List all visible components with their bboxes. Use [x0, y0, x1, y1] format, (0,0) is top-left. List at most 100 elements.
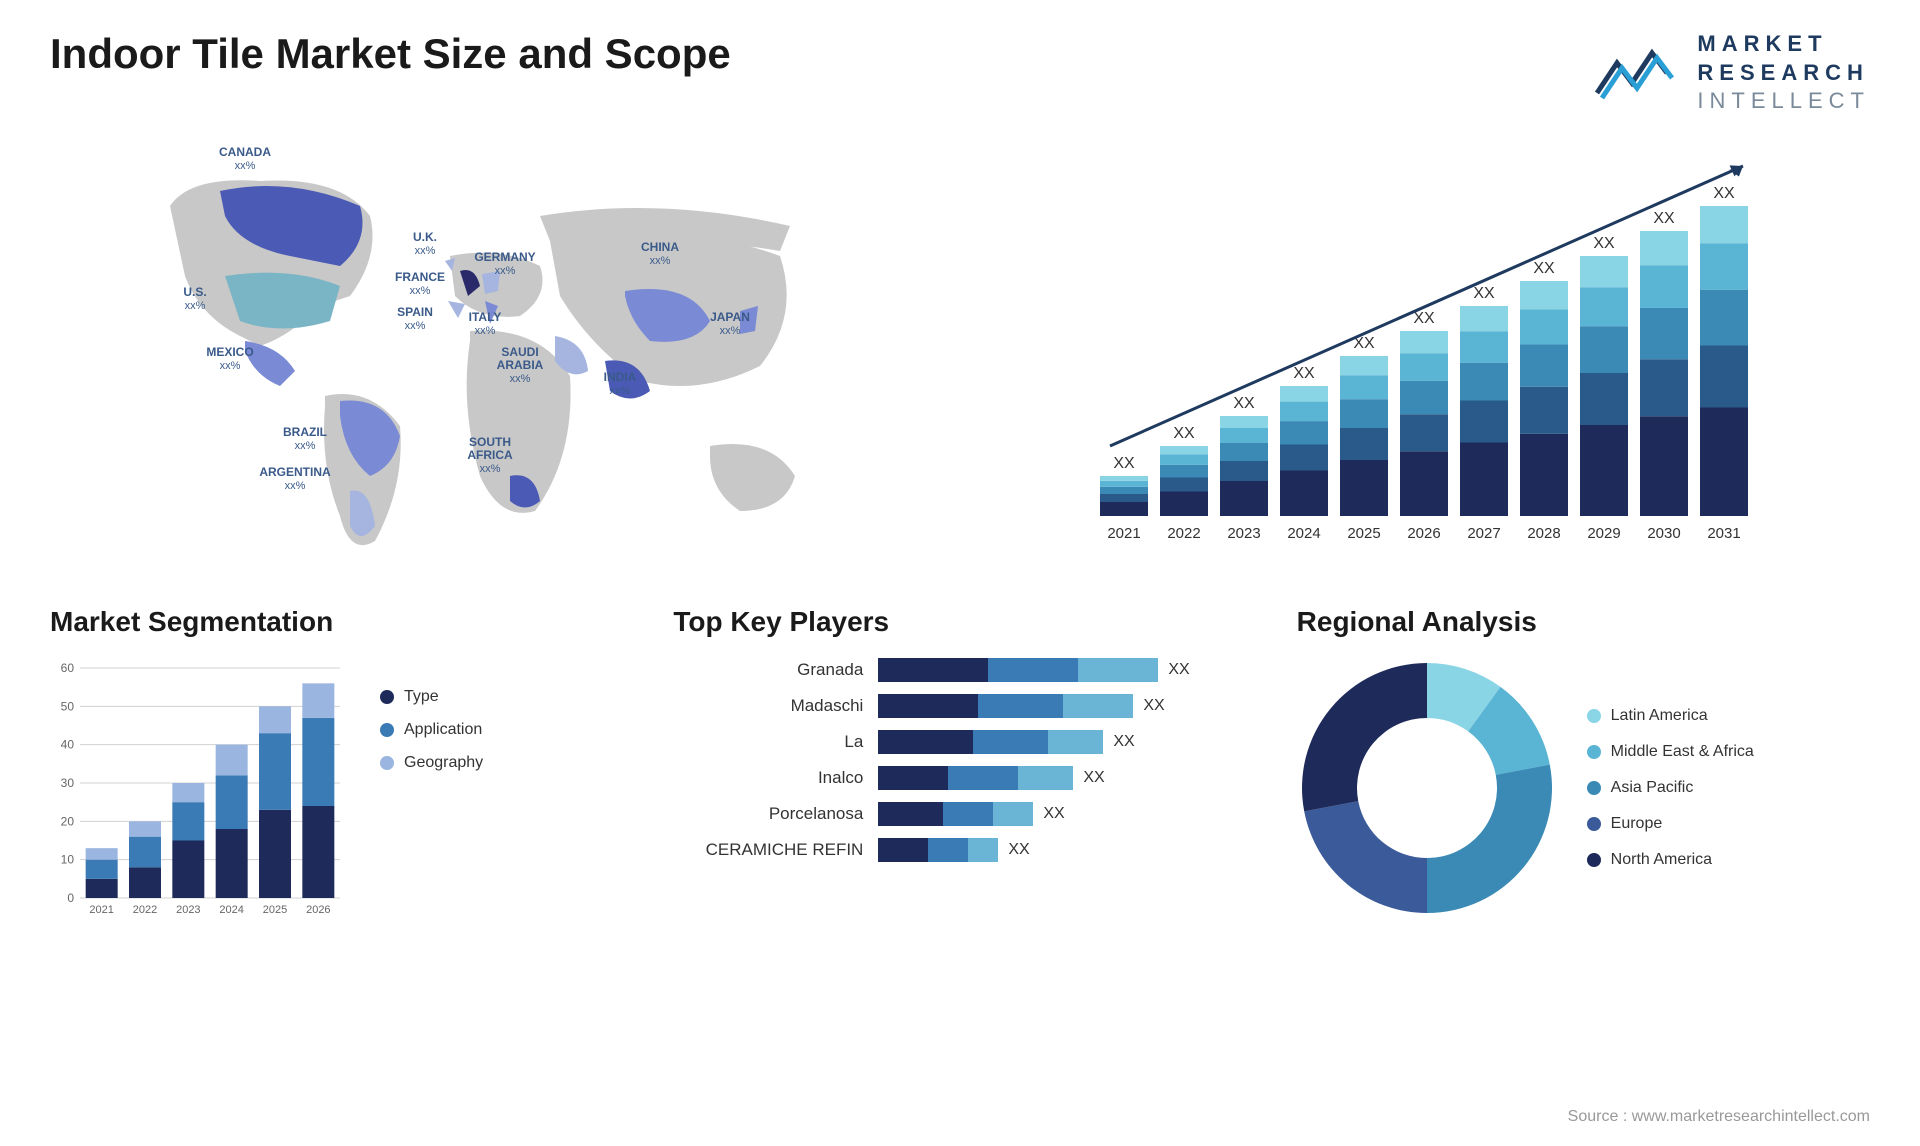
svg-text:2031: 2031 — [1707, 525, 1740, 542]
legend-dot — [380, 690, 394, 704]
svg-text:10: 10 — [61, 852, 75, 866]
regional-legend: Latin America Middle East & Africa Asia Pa… — [1587, 707, 1754, 869]
brand-logo: MARKET RESEARCH INTELLECT — [1592, 30, 1870, 116]
svg-text:60: 60 — [61, 661, 75, 675]
svg-text:2029: 2029 — [1587, 525, 1620, 542]
legend-label: Geography — [404, 754, 483, 772]
player-value: XX — [1168, 661, 1189, 679]
player-row: MadaschiXX — [673, 694, 1246, 718]
player-bar — [878, 802, 1033, 826]
svg-text:2021: 2021 — [1107, 525, 1140, 542]
legend-dot — [1587, 745, 1601, 759]
player-bar — [878, 838, 998, 862]
players-title: Top Key Players — [673, 606, 1246, 638]
svg-text:CANADA: CANADA — [219, 146, 271, 159]
svg-text:XX: XX — [1113, 455, 1135, 472]
player-row: Porcelanosa XX — [673, 802, 1246, 826]
svg-text:xx%: xx% — [220, 360, 241, 372]
regional-title: Regional Analysis — [1297, 606, 1870, 638]
segmentation-section: Market Segmentation 01020304050602021202… — [50, 606, 623, 918]
segmentation-legend-item: Geography — [380, 754, 483, 772]
svg-text:XX: XX — [1593, 235, 1615, 252]
regional-donut-chart — [1297, 658, 1557, 918]
svg-text:30: 30 — [61, 776, 75, 790]
logo-icon — [1592, 43, 1682, 103]
player-name: Porcelanosa — [673, 804, 863, 824]
regional-legend-item: Asia Pacific — [1587, 779, 1754, 797]
svg-text:XX: XX — [1233, 395, 1255, 412]
legend-label: Latin America — [1611, 707, 1708, 725]
player-name: Granada — [673, 660, 863, 680]
svg-text:xx%: xx% — [285, 480, 306, 492]
svg-text:CHINA: CHINA — [641, 240, 679, 254]
legend-label: Middle East & Africa — [1611, 743, 1754, 761]
player-name: CERAMICHE REFIN — [673, 840, 863, 860]
svg-text:xx%: xx% — [510, 373, 531, 385]
logo-line3: INTELLECT — [1697, 87, 1870, 116]
svg-text:FRANCE: FRANCE — [395, 270, 445, 284]
logo-line1: MARKET — [1697, 30, 1870, 59]
player-bar — [878, 730, 1103, 754]
legend-dot — [380, 756, 394, 770]
svg-text:U.K.: U.K. — [413, 230, 437, 244]
svg-text:50: 50 — [61, 699, 75, 713]
svg-text:2023: 2023 — [1227, 525, 1260, 542]
svg-text:xx%: xx% — [650, 255, 671, 267]
svg-text:XX: XX — [1653, 210, 1675, 227]
world-map: CANADAxx%U.S.xx%MEXICOxx%BRAZILxx%ARGENT… — [50, 146, 930, 566]
svg-text:ITALY: ITALY — [469, 310, 502, 324]
svg-text:2024: 2024 — [219, 904, 243, 916]
legend-dot — [1587, 853, 1601, 867]
regional-legend-item: Europe — [1587, 815, 1754, 833]
player-value: XX — [1043, 805, 1064, 823]
legend-dot — [1587, 781, 1601, 795]
logo-line2: RESEARCH — [1697, 59, 1870, 88]
svg-text:2021: 2021 — [89, 904, 113, 916]
svg-text:XX: XX — [1473, 285, 1495, 302]
svg-text:SPAIN: SPAIN — [397, 305, 433, 319]
player-row: InalcoXX — [673, 766, 1246, 790]
legend-label: Asia Pacific — [1611, 779, 1694, 797]
svg-text:2030: 2030 — [1647, 525, 1680, 542]
svg-text:XX: XX — [1293, 365, 1315, 382]
regional-legend-item: Middle East & Africa — [1587, 743, 1754, 761]
svg-text:xx%: xx% — [480, 463, 501, 475]
svg-text:2025: 2025 — [263, 904, 287, 916]
svg-text:SAUDI: SAUDI — [501, 345, 538, 359]
svg-text:xx%: xx% — [185, 300, 206, 312]
svg-text:BRAZIL: BRAZIL — [283, 425, 327, 439]
svg-text:xx%: xx% — [410, 285, 431, 297]
svg-text:ARABIA: ARABIA — [497, 358, 544, 372]
player-row: Granada XX — [673, 658, 1246, 682]
svg-text:XX: XX — [1173, 425, 1195, 442]
svg-text:xx%: xx% — [415, 245, 436, 257]
player-bar — [878, 766, 1073, 790]
legend-dot — [380, 723, 394, 737]
page-title: Indoor Tile Market Size and Scope — [50, 30, 731, 78]
legend-label: Europe — [1611, 815, 1663, 833]
svg-text:2026: 2026 — [1407, 525, 1440, 542]
players-chart: GranadaXXMadaschiXXLaXXInalcoXXPorcelano… — [673, 658, 1246, 862]
svg-text:XX: XX — [1413, 310, 1435, 327]
svg-text:AFRICA: AFRICA — [467, 448, 513, 462]
svg-text:xx%: xx% — [235, 160, 256, 172]
svg-text:SOUTH: SOUTH — [469, 435, 511, 449]
svg-text:xx%: xx% — [405, 320, 426, 332]
svg-text:20: 20 — [61, 814, 75, 828]
segmentation-legend: TypeApplicationGeography — [380, 658, 483, 918]
player-value: XX — [1113, 733, 1134, 751]
svg-text:40: 40 — [61, 737, 75, 751]
svg-text:xx%: xx% — [610, 385, 631, 397]
svg-text:XX: XX — [1713, 185, 1735, 202]
svg-text:xx%: xx% — [495, 265, 516, 277]
legend-dot — [1587, 709, 1601, 723]
svg-text:INDIA: INDIA — [604, 370, 637, 384]
svg-text:2025: 2025 — [1347, 525, 1380, 542]
regional-legend-item: North America — [1587, 851, 1754, 869]
regional-legend-item: Latin America — [1587, 707, 1754, 725]
player-bar — [878, 694, 1133, 718]
svg-text:2026: 2026 — [306, 904, 330, 916]
svg-text:GERMANY: GERMANY — [474, 250, 535, 264]
svg-text:MEXICO: MEXICO — [206, 345, 253, 359]
svg-text:2022: 2022 — [1167, 525, 1200, 542]
